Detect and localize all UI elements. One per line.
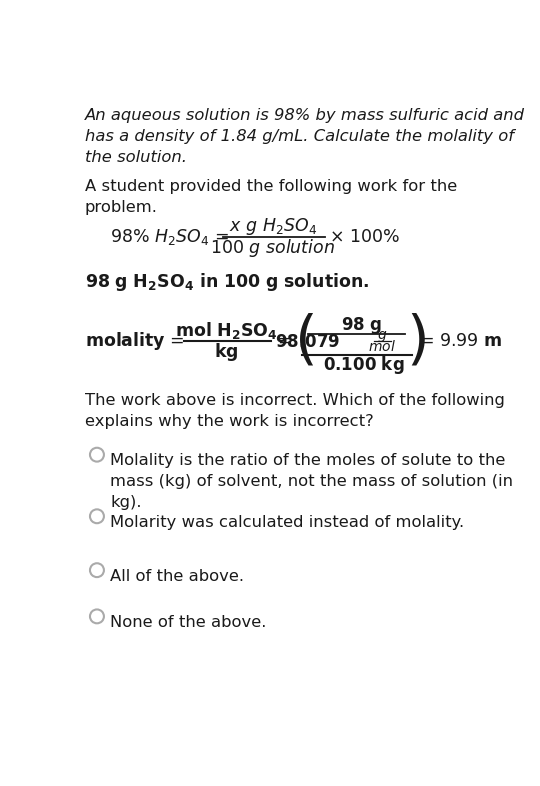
Text: $\mathit{100\ g\ solution}$: $\mathit{100\ g\ solution}$ [210, 237, 335, 259]
Text: Molality is the ratio of the moles of solute to the
mass (kg) of solvent, not th: Molality is the ratio of the moles of so… [110, 454, 513, 510]
Text: $\mathit{\times\ 100\%}$: $\mathit{\times\ 100\%}$ [329, 228, 400, 246]
Text: Molarity was calculated instead of molality.: Molarity was calculated instead of molal… [110, 515, 464, 530]
Text: $\mathit{g}$: $\mathit{g}$ [377, 329, 387, 344]
Text: $\mathit{\mathbf{0.100\ kg}}$: $\mathit{\mathbf{0.100\ kg}}$ [323, 354, 404, 376]
Text: $\mathbf{98\ g\ H_2SO_4}$ in $\mathbf{100\ g\ solution.}$: $\mathbf{98\ g\ H_2SO_4}$ in $\mathbf{10… [85, 271, 369, 293]
Text: All of the above.: All of the above. [110, 568, 244, 584]
Text: (: ( [295, 312, 318, 369]
Text: $\mathit{98\%\ H_2SO_4}$ =: $\mathit{98\%\ H_2SO_4}$ = [110, 227, 229, 247]
Text: An aqueous solution is 98% by mass sulfuric acid and
has a density of 1.84 g/mL.: An aqueous solution is 98% by mass sulfu… [85, 108, 524, 165]
Text: $\mathit{\mathbf{mol\ H_2SO_4}}$: $\mathit{\mathbf{mol\ H_2SO_4}}$ [175, 320, 278, 341]
Text: $\mathit{\mathbf{98.079}}$: $\mathit{\mathbf{98.079}}$ [275, 333, 340, 351]
Text: The work above is incorrect. Which of the following
explains why the work is inc: The work above is incorrect. Which of th… [85, 393, 504, 429]
Text: None of the above.: None of the above. [110, 615, 267, 630]
Text: $\mathit{\mathbf{kg}}$: $\mathit{\mathbf{kg}}$ [214, 341, 239, 363]
Text: $\mathit{\mathbf{molality}}$ =: $\mathit{\mathbf{molality}}$ = [85, 329, 184, 351]
Text: $\mathit{\mathbf{98\ g}}$: $\mathit{\mathbf{98\ g}}$ [341, 315, 382, 336]
Text: ): ) [406, 312, 429, 369]
Text: $\mathit{x\ g\ H_2SO_4}$: $\mathit{x\ g\ H_2SO_4}$ [229, 216, 317, 237]
Text: = 9.99 $\mathit{\mathbf{m}}$: = 9.99 $\mathit{\mathbf{m}}$ [418, 332, 502, 350]
Text: =: = [277, 332, 292, 350]
Text: A student provided the following work for the
problem.: A student provided the following work fo… [85, 179, 457, 215]
Text: $\mathit{mol}$: $\mathit{mol}$ [368, 340, 396, 354]
